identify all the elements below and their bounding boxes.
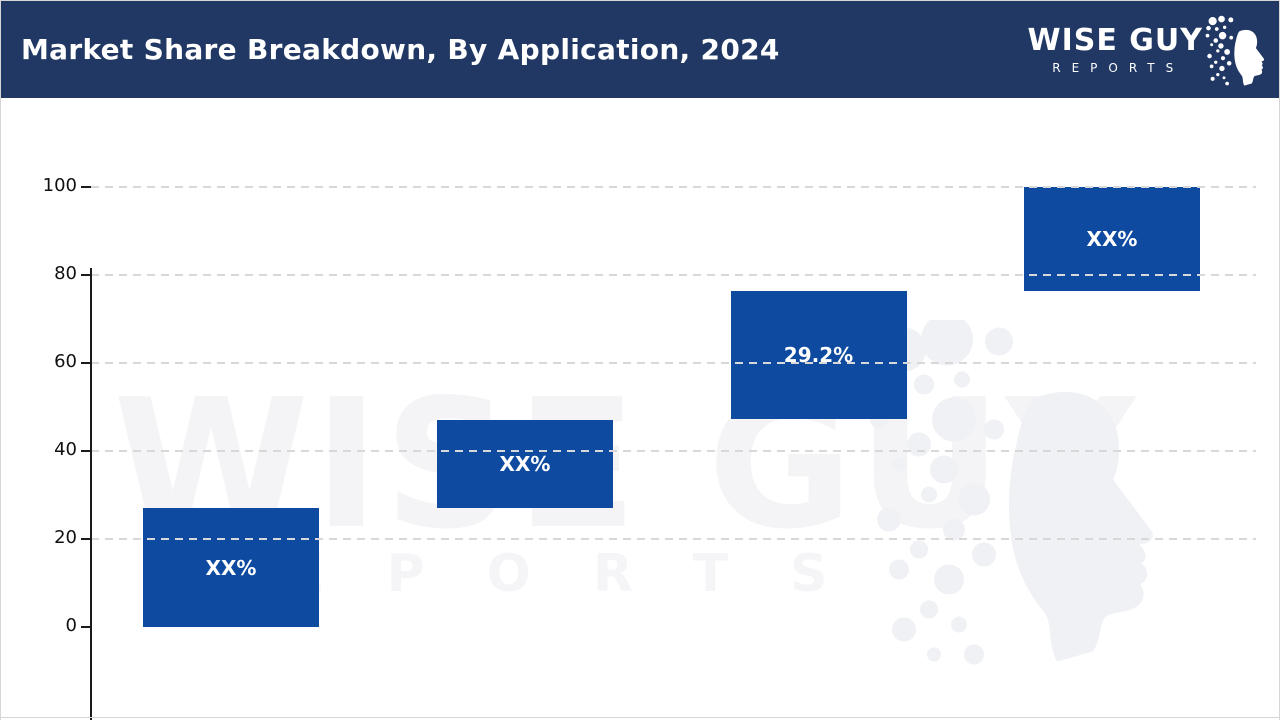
y-tick-label-80: 80 [54, 263, 77, 284]
y-tick-mark-40 [81, 450, 91, 452]
y-tick-mark-80 [81, 274, 91, 276]
bar-3: 29.2% [730, 290, 907, 420]
gridline-40 [91, 450, 1256, 452]
bar-4: XX% [1024, 187, 1200, 291]
y-tick-label-100: 100 [42, 175, 77, 196]
y-tick-label-0: 0 [65, 615, 77, 636]
bar-1: XX% [143, 508, 319, 627]
brand-subtitle: REPORTS [1052, 61, 1185, 75]
head-profile-icon [1205, 15, 1265, 86]
brand-logo: WISE GUY REPORTS [1017, 9, 1267, 93]
gridline-20 [91, 538, 1256, 540]
y-tick-mark-100 [81, 186, 91, 188]
y-tick-mark-20 [81, 538, 91, 540]
gridline-80 [91, 274, 1256, 276]
brand-logo-text: WISE GUY REPORTS [1027, 23, 1203, 75]
bar-value-label: XX% [1086, 226, 1138, 251]
bar-value-label: XX% [205, 555, 257, 580]
header: Market Share Breakdown, By Application, … [1, 1, 1279, 98]
gridline-60 [91, 362, 1256, 364]
page-title: Market Share Breakdown, By Application, … [21, 33, 780, 66]
bar-2: XX% [437, 420, 613, 509]
gridline-100 [91, 186, 1256, 188]
y-tick-label-60: 60 [54, 351, 77, 372]
y-tick-label-40: 40 [54, 439, 77, 460]
y-tick-mark-0 [81, 626, 91, 628]
watermark-head-profile-icon [870, 320, 1153, 665]
y-tick-label-20: 20 [54, 527, 77, 548]
bar-value-label: XX% [499, 452, 551, 477]
y-axis-line [90, 268, 92, 720]
brand-name: WISE GUY [1027, 23, 1203, 58]
bottom-border-line [1, 717, 1279, 718]
chart-area: WISE GUY REPORTS 0 20 40 60 80 100 XX% XX% 29.2%… [1, 98, 1279, 720]
y-tick-mark-60 [81, 362, 91, 364]
